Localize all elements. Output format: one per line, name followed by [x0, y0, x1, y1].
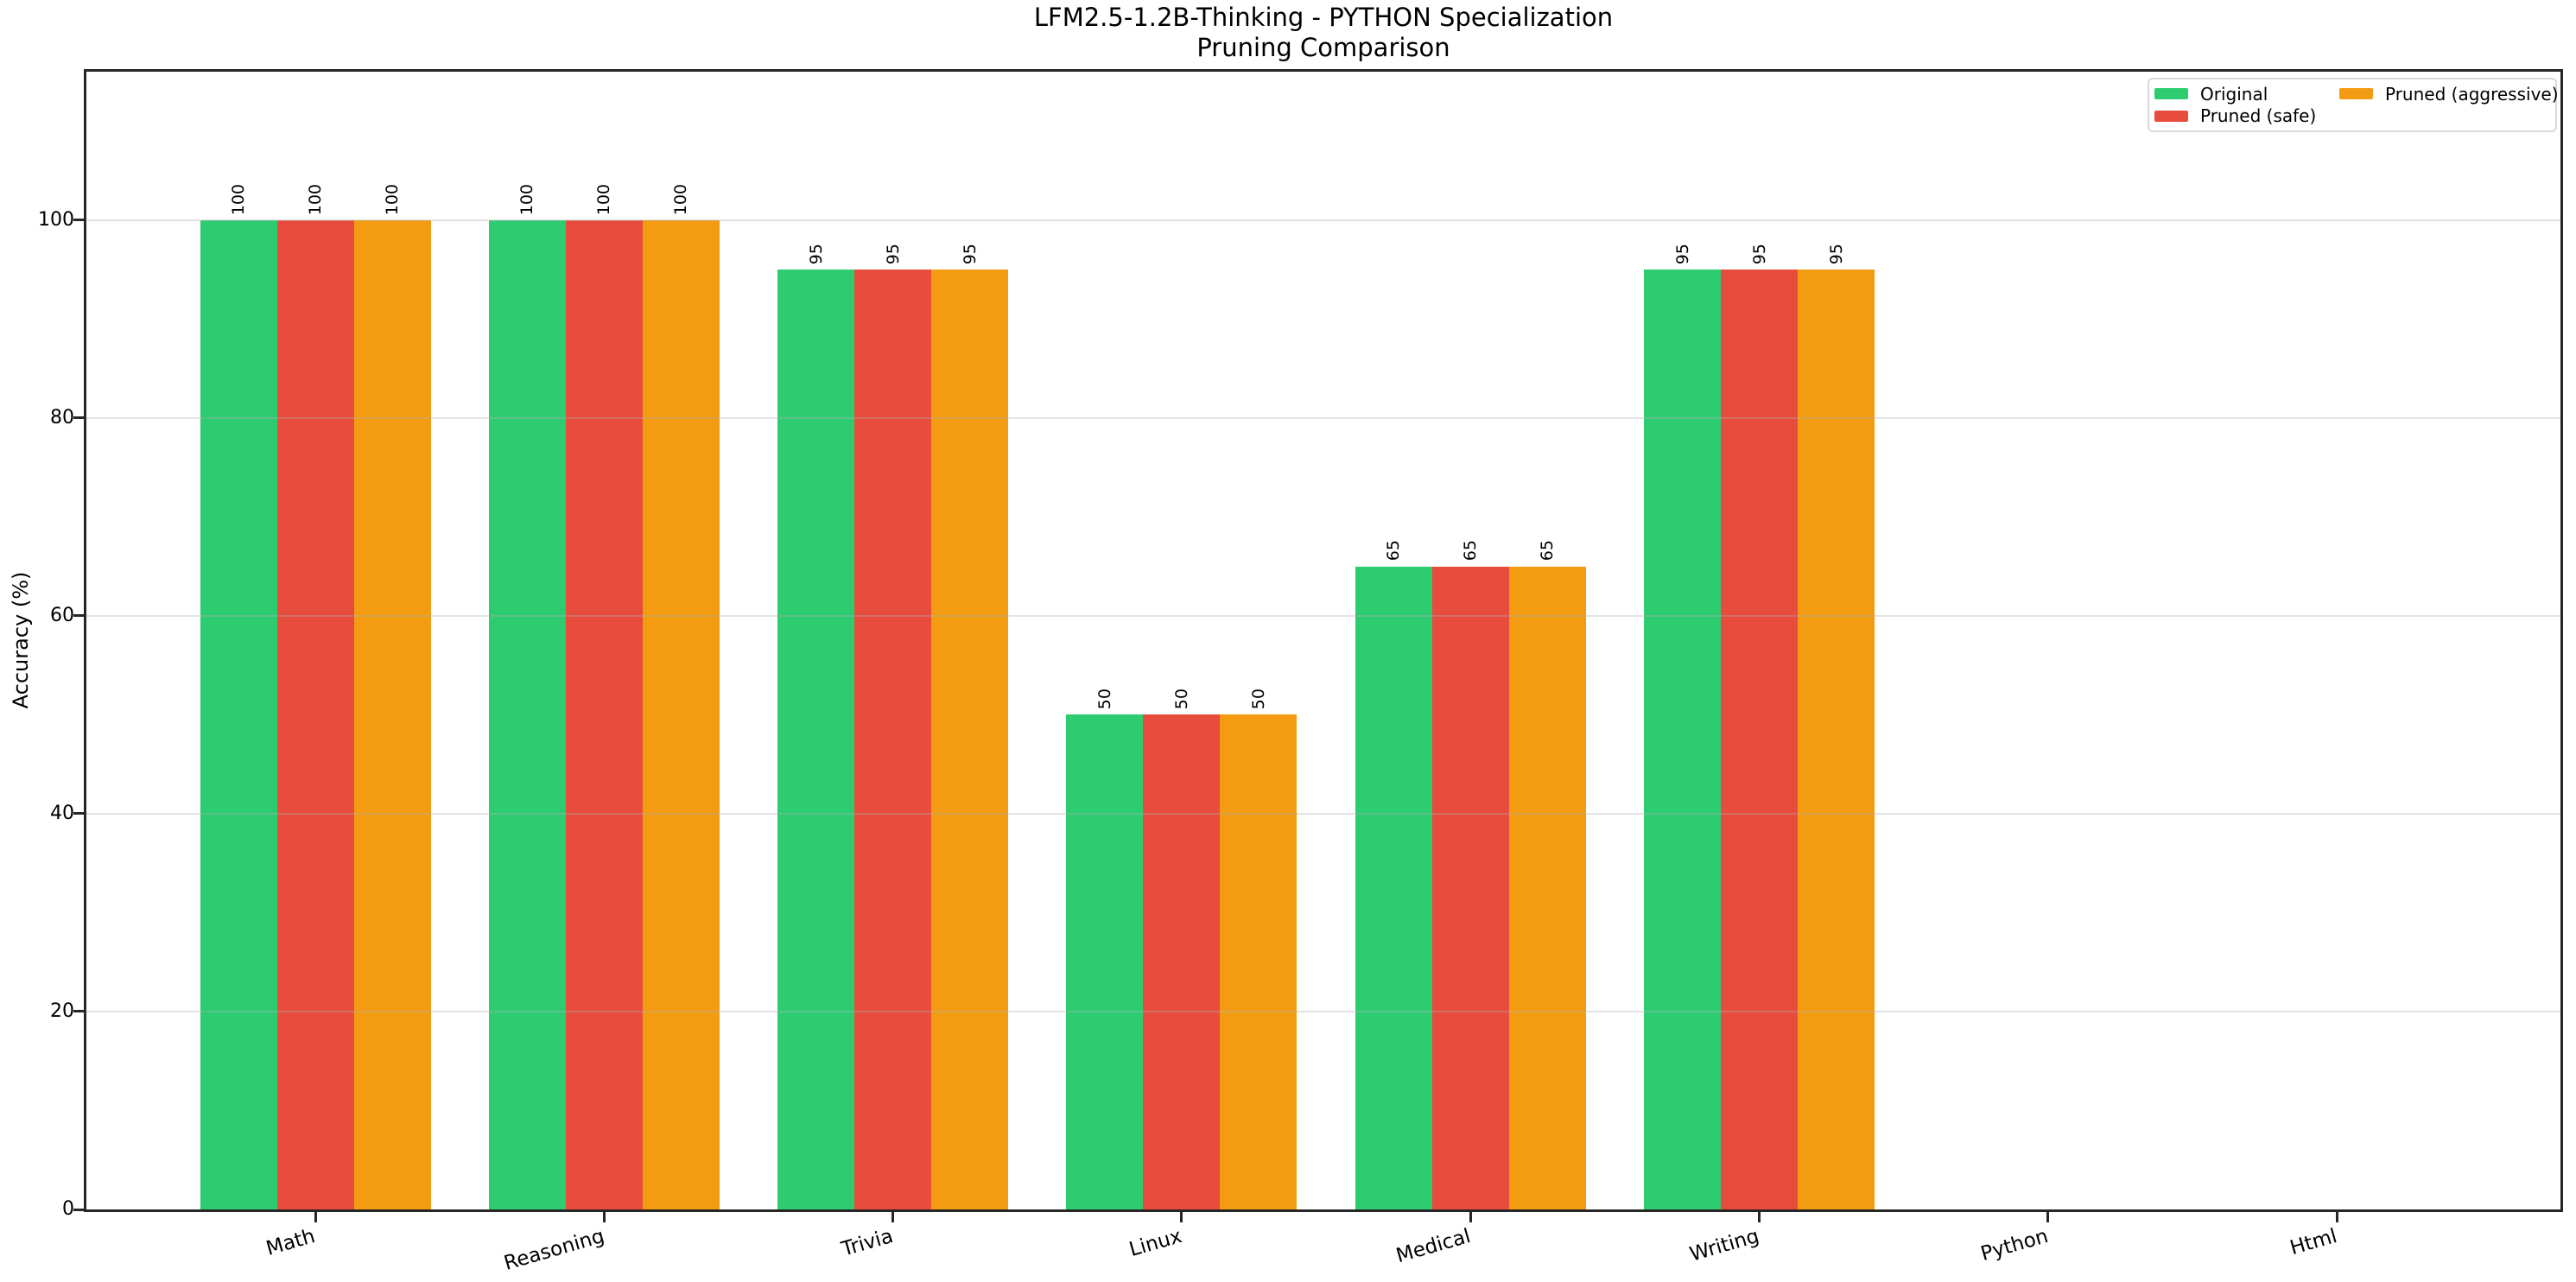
y-tick-label: 100	[38, 208, 74, 231]
legend: Original Pruned (safe) Pruned (aggressive)	[2148, 78, 2559, 132]
bar-pruned-aggressive-writing	[1798, 270, 1875, 1209]
legend-label: Pruned (safe)	[2200, 105, 2317, 127]
y-tick	[73, 812, 84, 816]
bar-pruned-aggressive-trivia	[931, 270, 1009, 1209]
chart-title-line1: LFM2.5-1.2B-Thinking - PYTHON Specializa…	[1033, 3, 1614, 32]
bar-original-writing	[1644, 270, 1721, 1209]
x-tick-label-writing: Writing	[1687, 1225, 1762, 1266]
bar-original-linux	[1066, 714, 1144, 1209]
legend-item-pruned-safe: Pruned (safe)	[2154, 105, 2339, 126]
bar-pruned-aggressive-medical	[1508, 566, 1586, 1209]
bar-pruned-aggressive-math	[353, 219, 431, 1209]
bar-pruned-aggressive-linux	[1220, 714, 1298, 1209]
bar-value-label: 100	[383, 183, 402, 215]
bar-original-reasoning	[488, 219, 566, 1209]
gridline-y40	[86, 812, 2560, 815]
bar-value-label: 95	[883, 243, 903, 265]
bar-pruned-safe-medical	[1431, 566, 1509, 1209]
x-tick-label-html: Html	[2287, 1225, 2340, 1260]
y-tick-label: 0	[62, 1198, 74, 1220]
chart-title: LFM2.5-1.2B-Thinking - PYTHON Specializa…	[84, 3, 2563, 63]
x-tick-label-reasoning: Reasoning	[501, 1225, 607, 1275]
bar-value-label: 95	[1672, 243, 1692, 265]
x-tick-label-python: Python	[1978, 1225, 2051, 1266]
y-axis-label: Accuracy (%)	[9, 571, 33, 709]
x-tick	[1758, 1212, 1761, 1222]
gridline-y20	[86, 1010, 2560, 1012]
bar-value-label: 100	[306, 183, 325, 215]
bar-value-label: 65	[1384, 540, 1404, 562]
gridline-y60	[86, 614, 2560, 617]
x-tick-label-medical: Medical	[1393, 1225, 1474, 1268]
bar-original-math	[200, 219, 277, 1209]
y-tick	[73, 1208, 84, 1211]
x-tick	[314, 1212, 317, 1222]
bar-pruned-safe-reasoning	[565, 219, 643, 1209]
y-tick	[73, 416, 84, 420]
x-tick-label-trivia: Trivia	[839, 1225, 896, 1261]
bar-value-label: 65	[1538, 540, 1558, 562]
y-tick-label: 60	[50, 604, 74, 626]
legend-swatch	[2154, 110, 2188, 122]
x-tick-label-linux: Linux	[1126, 1225, 1185, 1262]
legend-item-pruned-aggressive: Pruned (aggressive)	[2339, 84, 2559, 105]
y-tick	[73, 1010, 84, 1013]
bar-pruned-safe-linux	[1143, 714, 1221, 1209]
x-tick	[602, 1212, 606, 1222]
y-tick	[73, 614, 84, 618]
x-tick	[1469, 1212, 1472, 1222]
bar-value-label: 50	[1248, 689, 1268, 710]
bar-original-medical	[1355, 566, 1432, 1209]
bar-original-trivia	[777, 270, 855, 1209]
bar-pruned-safe-trivia	[854, 270, 932, 1209]
gridline-y80	[86, 416, 2560, 419]
bar-pruned-safe-math	[276, 219, 354, 1209]
x-tick	[1180, 1212, 1183, 1222]
bar-pruned-safe-writing	[1721, 270, 1798, 1209]
legend-swatch	[2154, 88, 2188, 100]
x-tick	[2046, 1212, 2050, 1222]
plot-area: 100 100 100 100 100 100 95 95 95 50 50 50 65 65 65 95 95…	[84, 69, 2563, 1212]
legend-item-original: Original	[2154, 84, 2339, 105]
gridline-y100	[86, 219, 2560, 221]
bar-value-label: 65	[1461, 540, 1481, 562]
bar-value-label: 95	[1749, 243, 1769, 265]
bar-value-label: 100	[517, 183, 537, 215]
x-tick	[2335, 1212, 2338, 1222]
bar-value-label: 95	[1826, 243, 1846, 265]
bar-value-label: 50	[1171, 689, 1191, 710]
y-tick-label: 20	[50, 1000, 74, 1022]
bar-value-label: 100	[671, 183, 691, 215]
legend-label: Pruned (aggressive)	[2385, 83, 2559, 105]
y-tick-label: 40	[50, 802, 74, 824]
bar-value-label: 50	[1094, 689, 1114, 710]
y-tick	[73, 219, 84, 222]
bar-value-label: 100	[594, 183, 614, 215]
x-tick	[891, 1212, 895, 1222]
bar-pruned-aggressive-reasoning	[642, 219, 720, 1209]
chart-title-line2: Pruning Comparison	[1196, 33, 1450, 62]
bar-value-label: 95	[806, 243, 826, 265]
bar-value-label: 95	[960, 243, 980, 265]
legend-label: Original	[2200, 83, 2268, 105]
y-tick-label: 80	[50, 406, 74, 428]
legend-swatch	[2339, 88, 2373, 100]
x-tick-label-math: Math	[263, 1225, 319, 1260]
bar-value-label: 100	[229, 183, 248, 215]
